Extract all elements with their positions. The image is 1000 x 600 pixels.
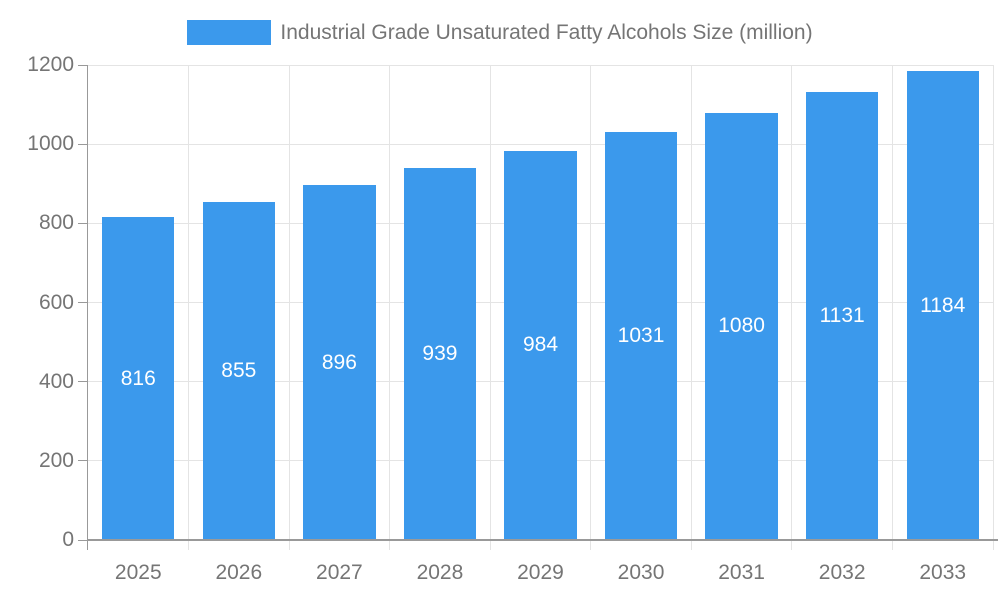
bar-2028[interactable]: 939 [403, 168, 477, 540]
y-tick-label: 1000 [27, 132, 74, 156]
y-axis-tick [78, 460, 88, 462]
bar-2033[interactable]: 1184 [906, 71, 979, 540]
x-axis-line [87, 539, 998, 541]
y-axis-tick [78, 64, 88, 66]
bar-2027[interactable]: 896 [303, 185, 376, 540]
plot-area: 0 200 400 600 800 1000 1200 816 2025 855 2026 896 20… [27, 53, 998, 584]
x-tick-label: 2032 [818, 561, 866, 584]
gridline-horizontal [88, 64, 993, 66]
gridline-vertical [188, 65, 190, 550]
bar-value-label: 896 [321, 350, 357, 374]
x-tick-label: 2025 [114, 561, 162, 584]
bar-value-label: 1184 [920, 293, 966, 317]
x-tick-label: 2027 [316, 561, 363, 584]
bar-2031[interactable]: 1080 [705, 112, 778, 540]
gridline-vertical [389, 65, 391, 550]
bar-2032[interactable]: 1131 [805, 92, 879, 540]
bar-2025[interactable]: 816 [102, 217, 175, 540]
gridline-horizontal [88, 143, 993, 145]
y-tick-label: 200 [38, 448, 74, 472]
bar-2026[interactable]: 855 [202, 201, 276, 540]
y-axis-tick [78, 302, 88, 303]
gridline-vertical [891, 65, 893, 550]
x-tick-label: 2030 [617, 561, 665, 584]
legend-swatch [187, 20, 272, 45]
x-tick-label: 2033 [919, 561, 967, 584]
bar-value-label: 816 [120, 366, 156, 390]
y-tick-label: 400 [38, 369, 74, 393]
y-tick-label: 1200 [27, 53, 74, 76]
x-tick-label: 2029 [517, 561, 564, 584]
legend-label: Industrial Grade Unsaturated Fatty Alcoh… [280, 20, 813, 44]
y-tick-label: 0 [62, 528, 74, 551]
y-axis-tick [78, 143, 88, 145]
bar-2030[interactable]: 1031 [604, 131, 678, 540]
bar-value-label: 984 [522, 333, 559, 357]
legend[interactable]: Industrial Grade Unsaturated Fatty Alcoh… [0, 20, 1000, 45]
bar-2029[interactable]: 984 [504, 150, 577, 540]
y-tick-label: 600 [38, 290, 74, 314]
bar-value-label: 855 [221, 358, 257, 382]
bar-value-label: 1080 [718, 314, 765, 338]
x-tick-label: 2026 [215, 561, 263, 584]
gridline-vertical [690, 65, 692, 550]
bar-value-label: 939 [422, 342, 458, 366]
y-tick-label: 800 [38, 211, 74, 235]
y-axis-line [87, 65, 88, 550]
gridline-vertical [288, 65, 290, 550]
bar-value-label: 1131 [819, 304, 865, 328]
y-axis-tick [78, 539, 88, 541]
x-tick-label: 2031 [718, 561, 765, 584]
gridline-vertical [791, 65, 793, 550]
y-axis-tick [78, 222, 88, 224]
x-tick-label: 2028 [416, 561, 464, 584]
gridline-vertical [489, 65, 491, 550]
y-axis-tick [78, 381, 88, 383]
bar-value-label: 1031 [617, 323, 665, 347]
gridline-vertical [590, 65, 592, 550]
gridline-vertical [992, 65, 994, 550]
